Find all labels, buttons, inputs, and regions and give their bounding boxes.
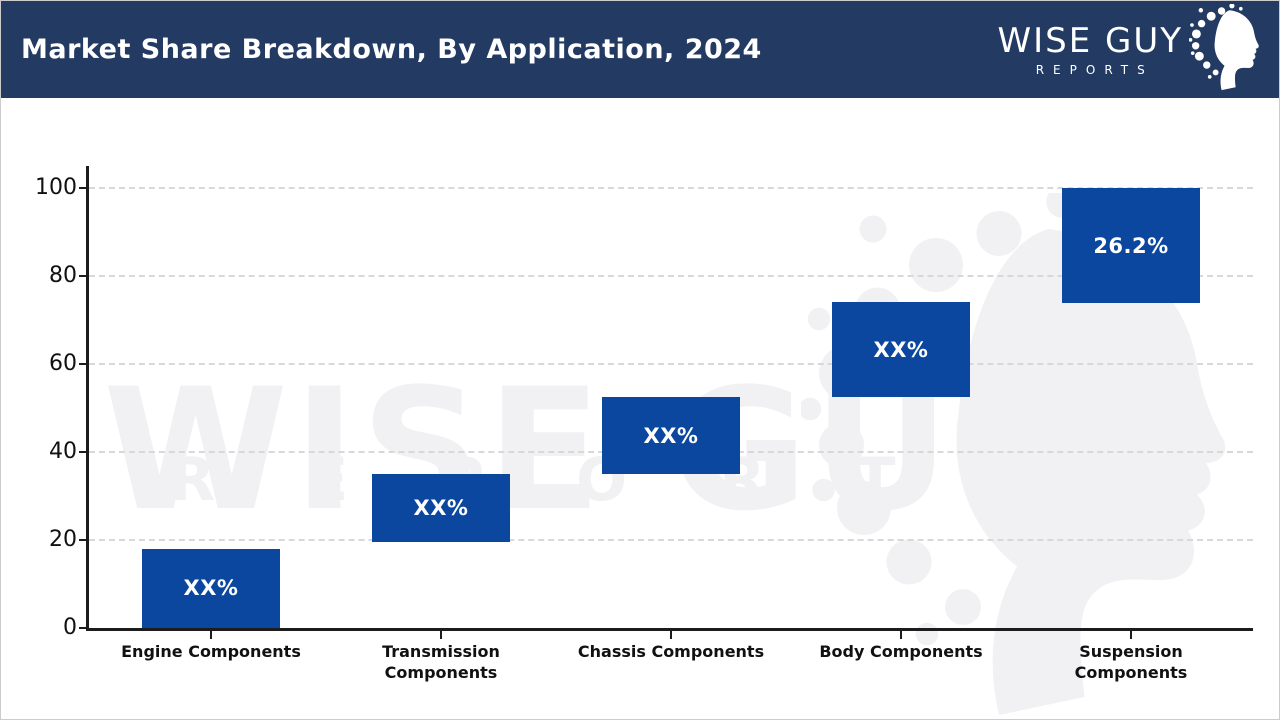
brand-logo-text: WISE GUY REPORTS	[997, 24, 1183, 76]
x-axis-tick-mark	[900, 631, 902, 639]
y-axis-tick-label: 100	[35, 175, 77, 200]
brand-logo: WISE GUY REPORTS	[997, 2, 1279, 96]
brand-subtitle: REPORTS	[1035, 62, 1154, 77]
x-axis-label-engine-components: Engine Components	[121, 642, 301, 661]
y-axis-line	[86, 166, 89, 631]
gridline-y100	[89, 187, 1253, 189]
bar-value-label: XX%	[643, 423, 699, 448]
x-axis-label-suspension-components: Suspension Components	[1074, 642, 1188, 682]
y-axis-tick-label: 60	[49, 351, 77, 376]
bar-value-label: XX%	[413, 496, 469, 521]
bar-suspension-components: 26.2%	[1062, 188, 1200, 304]
bar-transmission-components: XX%	[372, 474, 510, 543]
x-axis-tick-mark	[670, 631, 672, 639]
bar-engine-components: XX%	[142, 548, 280, 628]
bar-value-label: XX%	[873, 337, 929, 362]
y-axis-tick-label: 20	[49, 527, 77, 552]
bar-value-label: XX%	[183, 576, 239, 601]
brand-name: WISE GUY	[997, 20, 1183, 61]
y-axis-tick-mark	[79, 363, 87, 365]
x-axis-label-transmission-components: Transmission Components	[382, 642, 500, 682]
y-axis-tick-mark	[79, 627, 87, 629]
y-axis-tick-mark	[79, 539, 87, 541]
x-axis-line	[86, 628, 1253, 631]
gridline-y60	[89, 363, 1253, 365]
x-axis-tick-mark	[1130, 631, 1132, 639]
x-axis-label-chassis-components: Chassis Components	[577, 642, 765, 661]
gridline-y80	[89, 275, 1253, 277]
page-title: Market Share Breakdown, By Application, …	[21, 34, 762, 65]
header-bar: Market Share Breakdown, By Application, …	[1, 1, 1279, 98]
x-axis-tick-mark	[440, 631, 442, 639]
brand-head-icon	[1188, 2, 1263, 96]
x-axis-tick-mark	[210, 631, 212, 639]
y-axis-tick-mark	[79, 451, 87, 453]
y-axis-tick-mark	[79, 275, 87, 277]
bar-value-label: 26.2%	[1093, 233, 1169, 258]
bar-body-components: XX%	[832, 302, 970, 397]
y-axis-tick-label: 80	[49, 263, 77, 288]
bar-chassis-components: XX%	[602, 397, 740, 474]
x-axis-label-body-components: Body Components	[819, 642, 983, 661]
waterfall-chart: WISE GUY REPORTS 0 20 40 60 80 100 XX% Engine C…	[1, 98, 1279, 718]
y-axis-tick-label: 40	[49, 439, 77, 464]
gridline-y20	[89, 539, 1253, 541]
y-axis-tick-mark	[79, 187, 87, 189]
y-axis-tick-label: 0	[63, 615, 77, 640]
